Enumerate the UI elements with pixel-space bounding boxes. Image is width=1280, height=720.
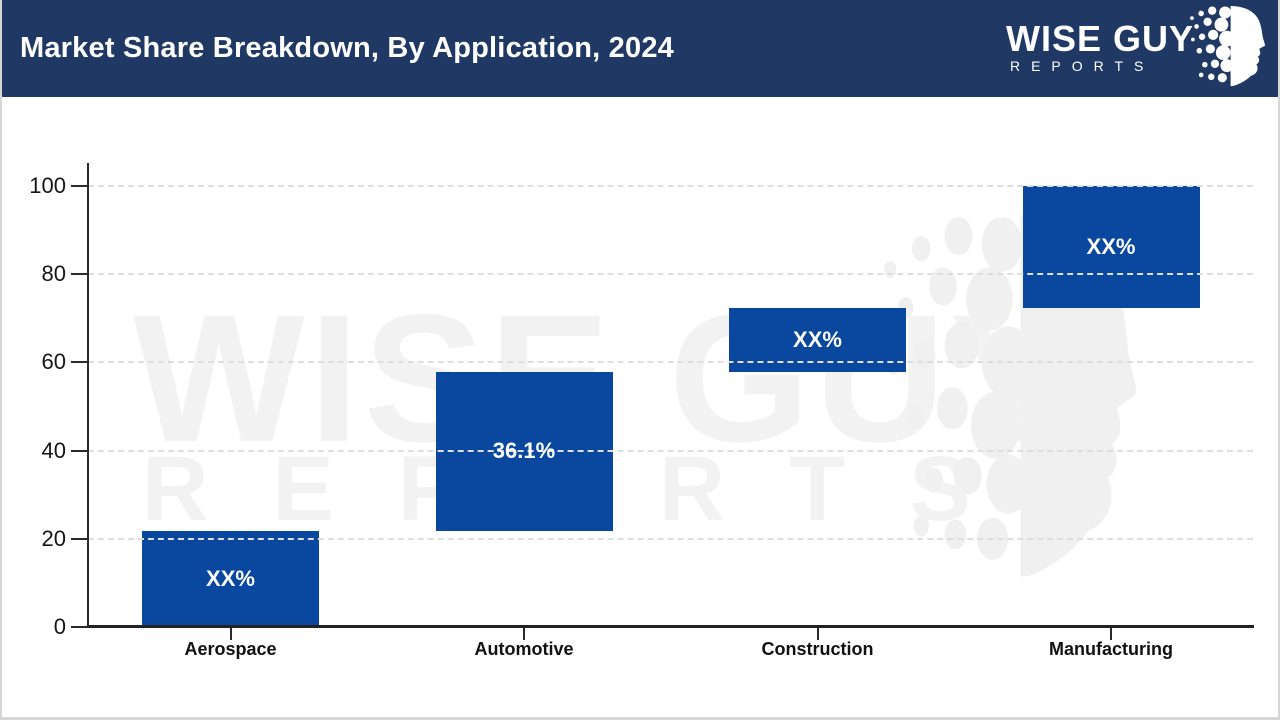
y-tick-label: 60 (41, 349, 66, 375)
bar-value-label: XX% (1086, 234, 1136, 260)
y-tick-label: 40 (41, 437, 66, 463)
y-tick-mark (71, 273, 88, 276)
y-tick-mark (71, 537, 88, 540)
category-label-aerospace: Aerospace (184, 639, 277, 659)
bar-aerospace (142, 530, 319, 627)
gridline (88, 185, 1253, 187)
y-tick-mark (71, 449, 88, 452)
x-tick-mark (229, 628, 232, 640)
y-tick-label: 20 (41, 525, 66, 551)
brand-logo: WISE GUY REPORTS (1006, 6, 1272, 88)
brand-face-icon (1190, 6, 1266, 87)
gridline (88, 449, 1253, 452)
y-tick-label: 80 (41, 261, 66, 287)
gridline (88, 537, 1253, 540)
y-tick-label: 0 (53, 614, 66, 639)
bar-value-label: XX% (793, 326, 842, 352)
y-tick-mark (71, 361, 88, 364)
gridline (88, 273, 1253, 276)
plot-area: WISE GUY REPORTS XX%36.1%XX%XX% 02040608… (0, 97, 1280, 720)
bar-manufacturing (1022, 186, 1200, 309)
bar-value-label: 36.1% (492, 438, 556, 464)
x-tick-mark (816, 628, 819, 640)
category-label-construction: Construction (761, 639, 874, 659)
gridline (88, 361, 1253, 364)
y-axis (87, 163, 89, 627)
x-axis (87, 625, 1254, 628)
x-tick-mark (1110, 628, 1112, 640)
brand-subtitle: REPORTS (1009, 58, 1155, 75)
page-title: Market Share Breakdown, By Application, … (20, 32, 674, 64)
y-tick-mark (71, 626, 88, 628)
brand-name: WISE GUY (1005, 17, 1194, 59)
category-label-manufacturing: Manufacturing (1049, 639, 1173, 659)
y-tick-mark (71, 185, 88, 187)
y-tick-label: 100 (29, 173, 66, 198)
bar-construction (729, 308, 906, 372)
category-label-automotive: Automotive (474, 639, 574, 659)
x-tick-mark (523, 628, 525, 640)
bar-value-label: XX% (206, 565, 255, 591)
brand-text: WISE GUY REPORTS (1005, 17, 1194, 75)
header: Market Share Breakdown, By Application, … (0, 0, 1280, 97)
